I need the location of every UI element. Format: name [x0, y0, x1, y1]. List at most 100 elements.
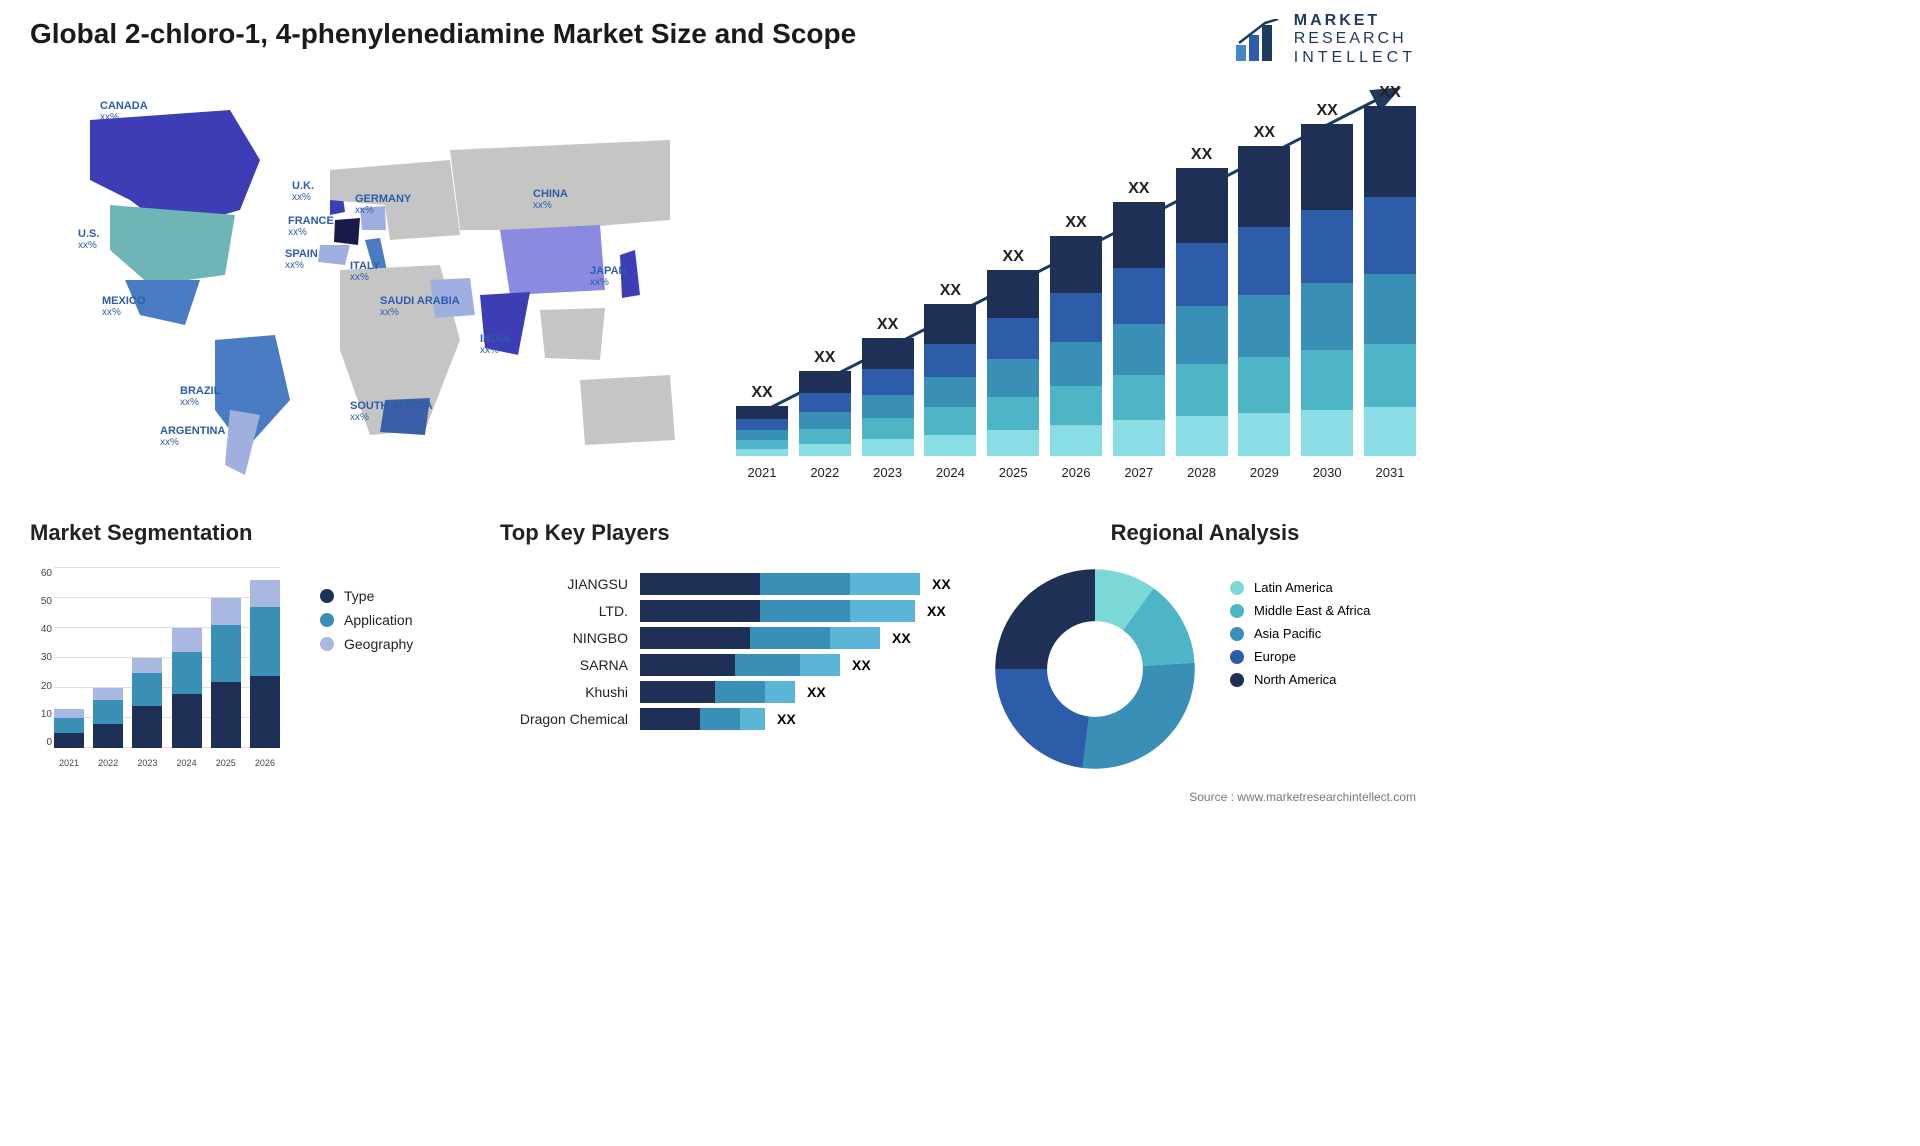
segmentation-title: Market Segmentation [30, 520, 470, 546]
legend-label: Type [344, 588, 374, 604]
map-label-us: U.S.xx% [78, 228, 99, 251]
main-bar-seg [1113, 375, 1165, 421]
main-bar-2023: XX [862, 316, 914, 456]
segmentation-section: Market Segmentation 0102030405060 202120… [30, 520, 470, 780]
main-bar-seg [987, 397, 1039, 430]
main-bar-seg [1113, 268, 1165, 324]
main-bar-seg [1301, 210, 1353, 283]
main-bar-seg [987, 359, 1039, 396]
legend-swatch [1230, 604, 1244, 618]
main-bar-seg [1176, 306, 1228, 364]
main-bar-seg [987, 430, 1039, 456]
regional-legend: Latin AmericaMiddle East & AfricaAsia Pa… [1230, 572, 1370, 695]
seg-ytick: 20 [30, 681, 52, 692]
kp-bar-seg [735, 654, 800, 676]
segmentation-legend: Type Application Geography [320, 580, 413, 660]
seg-bar-part [132, 673, 162, 706]
map-label-canada: CANADAxx% [100, 100, 148, 123]
main-bar-2022: XX [799, 349, 851, 456]
main-xaxis-tick: 2026 [1050, 465, 1102, 480]
kp-bar-seg [760, 573, 850, 595]
seg-bar-part [172, 652, 202, 694]
kp-bar-seg [765, 681, 795, 703]
main-bar-seg [1364, 106, 1416, 197]
kp-bar [640, 600, 915, 622]
kp-value: XX [927, 603, 946, 619]
main-bar-seg [1113, 420, 1165, 456]
main-bar-label: XX [924, 282, 976, 300]
legend-swatch [320, 637, 334, 651]
main-bar-seg [1301, 410, 1353, 456]
main-xaxis-tick: 2023 [862, 465, 914, 480]
seg-bar-part [250, 607, 280, 676]
legend-swatch [1230, 650, 1244, 664]
market-size-chart: XXXXXXXXXXXXXXXXXXXXXX 20212022202320242… [736, 80, 1416, 480]
main-xaxis-tick: 2022 [799, 465, 851, 480]
main-bar-label: XX [736, 384, 788, 402]
kp-bar-seg [740, 708, 765, 730]
legend-label: North America [1254, 672, 1336, 687]
main-bar-seg [1364, 407, 1416, 456]
main-bar-2030: XX [1301, 102, 1353, 456]
map-australia [580, 375, 675, 445]
main-bar-2026: XX [1050, 214, 1102, 456]
kp-bar-seg [715, 681, 765, 703]
legend-swatch [1230, 673, 1244, 687]
kp-bar-seg [640, 627, 750, 649]
seg-bar-part [172, 628, 202, 652]
seg-bar-part [211, 625, 241, 682]
main-bar-label: XX [1301, 102, 1353, 120]
seg-legend-item: Geography [320, 636, 413, 652]
main-bar-seg [1238, 295, 1290, 357]
kp-row: Khushi XX [500, 681, 960, 703]
map-label-southafrica: SOUTH AFRICAxx% [350, 400, 433, 423]
legend-label: Latin America [1254, 580, 1333, 595]
kp-bar [640, 654, 840, 676]
main-bar-seg [799, 444, 851, 456]
map-label-italy: ITALYxx% [350, 260, 380, 283]
legend-label: Geography [344, 636, 413, 652]
main-xaxis-tick: 2028 [1176, 465, 1228, 480]
kp-name: Khushi [500, 684, 640, 700]
main-bar-seg [799, 429, 851, 444]
main-bar-seg [987, 318, 1039, 359]
map-label-spain: SPAINxx% [285, 248, 318, 271]
legend-label: Application [344, 612, 413, 628]
kp-bar-seg [760, 600, 850, 622]
main-bar-seg [1050, 342, 1102, 386]
kp-name: JIANGSU [500, 576, 640, 592]
main-bar-seg [1176, 243, 1228, 306]
kp-row: JIANGSUXX [500, 573, 960, 595]
seg-bar-part [54, 709, 84, 718]
kp-name: Dragon Chemical [500, 711, 640, 727]
seg-xtick: 2024 [172, 758, 202, 768]
main-bar-2024: XX [924, 282, 976, 456]
kp-name: SARNA [500, 657, 640, 673]
key-players-section: Top Key Players JIANGSUXXLTD.XXNINGBOXXS… [500, 520, 960, 780]
legend-label: Middle East & Africa [1254, 603, 1370, 618]
main-bar-label: XX [1176, 146, 1228, 164]
regional-legend-item: Europe [1230, 649, 1370, 664]
main-xaxis-tick: 2024 [924, 465, 976, 480]
kp-value: XX [807, 684, 826, 700]
main-bar-seg [1301, 124, 1353, 210]
kp-row: SARNAXX [500, 654, 960, 676]
main-bar-seg [1050, 425, 1102, 456]
main-bar-seg [1050, 293, 1102, 341]
seg-legend-item: Type [320, 588, 413, 604]
seg-xtick: 2026 [250, 758, 280, 768]
regional-legend-item: Middle East & Africa [1230, 603, 1370, 618]
map-label-france: FRANCExx% [288, 215, 334, 238]
kp-bar-seg [640, 708, 700, 730]
main-bar-seg [924, 377, 976, 407]
seg-bar-part [250, 676, 280, 748]
kp-bar [640, 708, 765, 730]
map-russia [450, 140, 670, 230]
logo-bars-icon [1236, 19, 1282, 61]
seg-bar-part [93, 724, 123, 748]
main-bar-seg [924, 407, 976, 434]
map-label-uk: U.K.xx% [292, 180, 314, 203]
main-bar-2025: XX [987, 248, 1039, 456]
main-xaxis-tick: 2031 [1364, 465, 1416, 480]
brand-logo: MARKET RESEARCH INTELLECT [1236, 12, 1416, 67]
